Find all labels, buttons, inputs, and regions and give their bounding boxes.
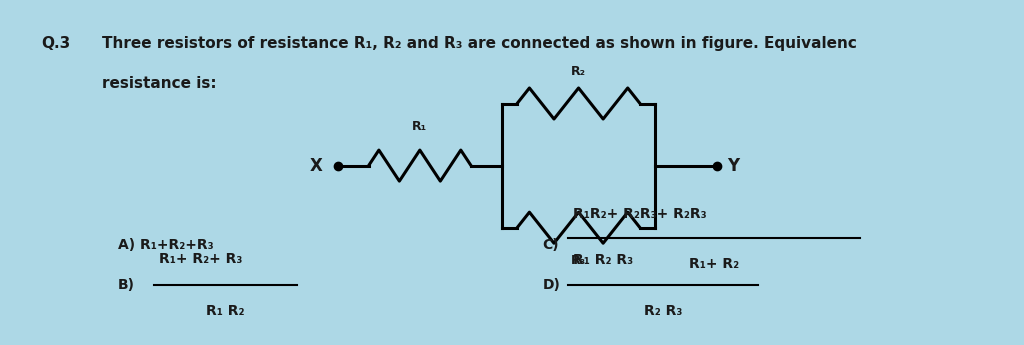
Text: R₂: R₂ — [571, 65, 586, 78]
Text: R₁ R₂ R₃: R₁ R₂ R₃ — [573, 253, 634, 267]
Text: D): D) — [543, 278, 560, 292]
Text: R₁+ R₂+ R₃: R₁+ R₂+ R₃ — [159, 252, 242, 266]
Text: Three resistors of resistance R₁, R₂ and R₃ are connected as shown in figure. Eq: Three resistors of resistance R₁, R₂ and… — [102, 36, 857, 51]
Text: R₃: R₃ — [571, 254, 586, 267]
Text: resistance is:: resistance is: — [102, 76, 217, 91]
Text: R₁ R₂: R₁ R₂ — [206, 304, 245, 318]
Text: X: X — [309, 157, 323, 175]
Text: R₁: R₁ — [413, 120, 427, 133]
Text: Y: Y — [727, 157, 739, 175]
Text: C): C) — [543, 238, 559, 252]
Text: A) R₁+R₂+R₃: A) R₁+R₂+R₃ — [118, 238, 213, 252]
Text: B): B) — [118, 278, 135, 292]
Text: R₂ R₃: R₂ R₃ — [644, 304, 682, 318]
Text: R₁+ R₂: R₁+ R₂ — [689, 257, 739, 271]
Text: Q.3: Q.3 — [41, 36, 71, 51]
Text: R₁R₂+ R₂R₃+ R₂R₃: R₁R₂+ R₂R₃+ R₂R₃ — [573, 207, 707, 221]
